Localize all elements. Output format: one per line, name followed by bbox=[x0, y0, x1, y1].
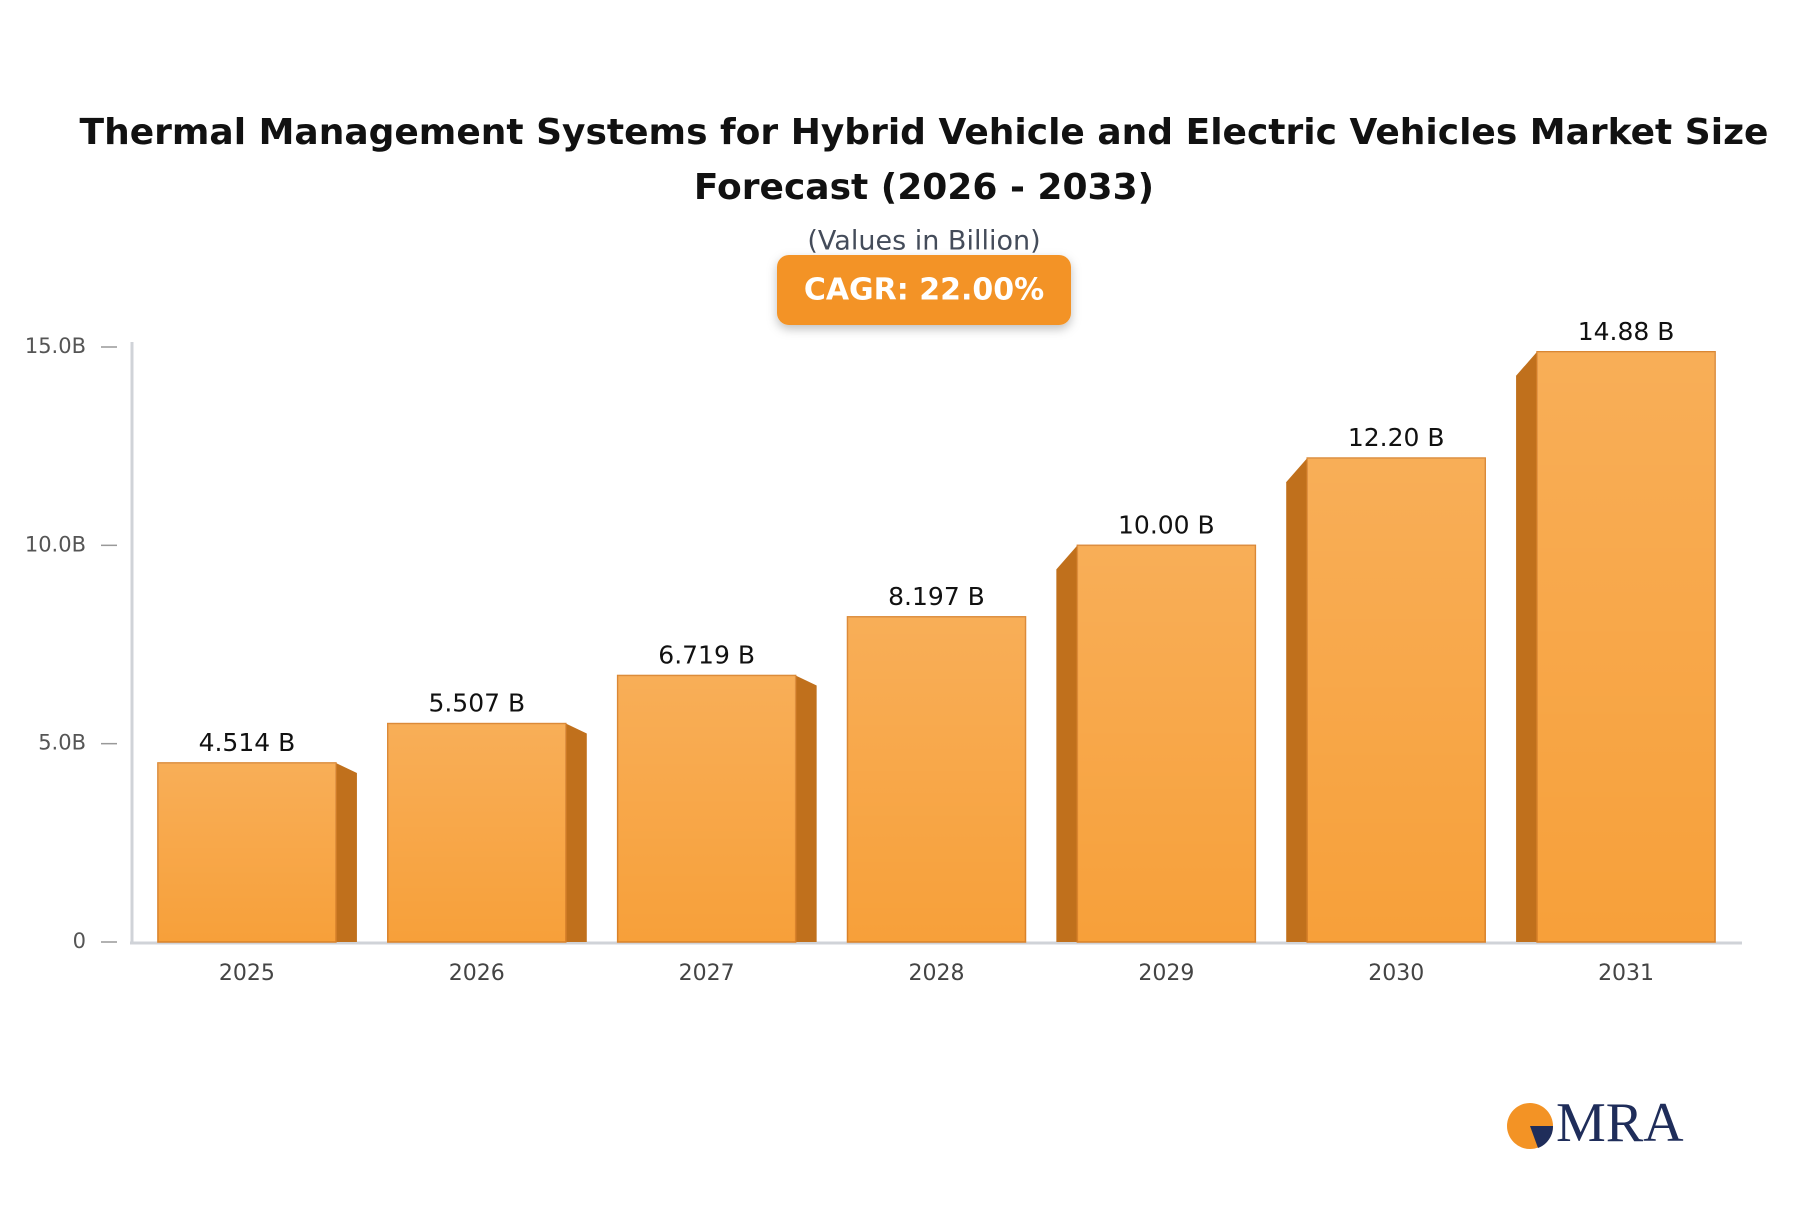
bar-highlight bbox=[157, 762, 336, 942]
bar-highlight bbox=[617, 675, 796, 942]
bar-highlight bbox=[1537, 351, 1716, 942]
logo-mark bbox=[1530, 1126, 1554, 1148]
value-label: 10.00 B bbox=[1118, 510, 1215, 539]
bar-side bbox=[1286, 458, 1308, 942]
value-label: 8.197 B bbox=[888, 582, 985, 611]
y-tick-label: 15.0B bbox=[25, 334, 86, 358]
x-tick-label: 2031 bbox=[1598, 961, 1654, 986]
x-tick-label: 2027 bbox=[679, 961, 735, 986]
x-tick-label: 2025 bbox=[219, 961, 275, 986]
value-label: 12.20 B bbox=[1348, 423, 1445, 452]
bar-side bbox=[1056, 545, 1078, 942]
bar-side bbox=[1516, 351, 1538, 942]
subtitle: (Values in Billion) bbox=[807, 226, 1040, 257]
y-tick-label: 0 bbox=[73, 929, 86, 953]
cagr-badge bbox=[777, 255, 1071, 325]
cagr-label: CAGR: 22.00% bbox=[804, 273, 1044, 308]
y-tick-label: 5.0B bbox=[38, 731, 86, 755]
bar-highlight bbox=[387, 723, 566, 942]
bar-side bbox=[565, 723, 587, 942]
value-label: 14.88 B bbox=[1578, 317, 1675, 346]
bar-highlight bbox=[1077, 545, 1256, 942]
chart-title: Thermal Management Systems for Hybrid Ve… bbox=[80, 112, 1769, 208]
logo: MRA bbox=[1556, 1092, 1684, 1154]
y-tick-label: 10.0B bbox=[25, 532, 86, 556]
value-label: 5.507 B bbox=[428, 689, 525, 718]
x-tick-label: 2028 bbox=[909, 961, 965, 986]
value-label: 4.514 B bbox=[199, 728, 296, 757]
x-tick-label: 2030 bbox=[1368, 961, 1424, 986]
bar-highlight bbox=[1307, 458, 1486, 942]
bar-side bbox=[335, 762, 357, 942]
bar-highlight bbox=[847, 616, 1026, 942]
bar-side bbox=[795, 675, 817, 942]
x-tick-label: 2026 bbox=[449, 961, 505, 986]
x-tick-label: 2029 bbox=[1138, 961, 1194, 986]
value-label: 6.719 B bbox=[658, 640, 755, 669]
